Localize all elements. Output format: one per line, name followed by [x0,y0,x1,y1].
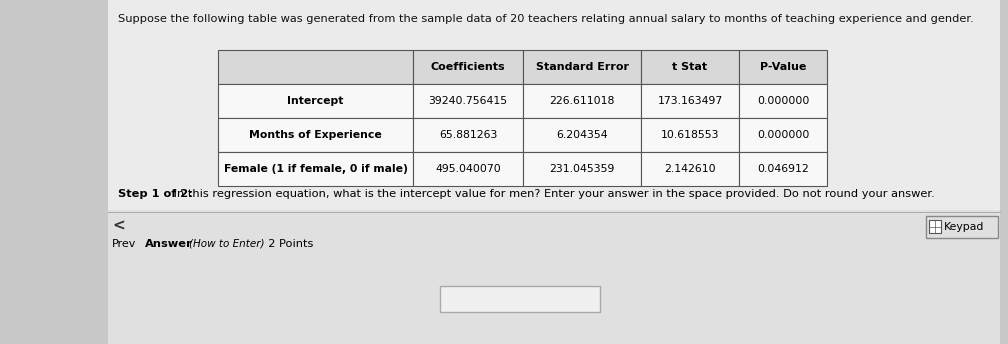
Bar [413,152,523,186]
Bar [739,118,827,152]
Bar [523,50,641,84]
Text: Female (1 if female, 0 if male): Female (1 if female, 0 if male) [224,164,407,174]
Bar [440,286,600,312]
Bar [739,152,827,186]
Bar [641,50,739,84]
Bar [739,84,827,118]
Bar [108,210,1000,344]
Text: Suppose the following table was generated from the sample data of 20 teachers re: Suppose the following table was generate… [118,14,974,24]
Text: 173.163497: 173.163497 [657,96,723,106]
Bar [523,152,641,186]
Bar [413,118,523,152]
Text: Coefficients: Coefficients [430,62,505,72]
Text: P-Value: P-Value [760,62,806,72]
Bar [929,220,941,233]
Bar [413,84,523,118]
Bar [218,84,413,118]
Text: 6.204354: 6.204354 [556,130,608,140]
Text: (How to Enter): (How to Enter) [190,239,264,249]
Text: <: < [112,218,125,234]
Text: 0.000000: 0.000000 [757,130,809,140]
Bar [218,152,413,186]
Text: t Stat: t Stat [672,62,708,72]
Text: Standard Error: Standard Error [535,62,629,72]
Bar [413,50,523,84]
Bar [523,84,641,118]
Text: Months of Experience: Months of Experience [249,130,382,140]
Text: 2.142610: 2.142610 [664,164,716,174]
Bar [523,118,641,152]
Text: In this regression equation, what is the intercept value for men? Enter your ans: In this regression equation, what is the… [170,189,934,199]
Bar [641,84,739,118]
Text: 39240.756415: 39240.756415 [428,96,508,106]
Text: 231.045359: 231.045359 [549,164,615,174]
Bar [218,50,413,84]
Bar [218,118,413,152]
Text: 226.611018: 226.611018 [549,96,615,106]
Bar [108,0,1000,210]
Text: Prev: Prev [112,239,136,249]
Text: 0.046912: 0.046912 [757,164,808,174]
Text: Intercept: Intercept [287,96,344,106]
Text: 495.040070: 495.040070 [435,164,501,174]
Text: 10.618553: 10.618553 [661,130,720,140]
Bar [641,152,739,186]
Text: Step 1 of 2:: Step 1 of 2: [118,189,193,199]
Bar [926,216,998,238]
Text: Answer: Answer [145,239,193,249]
Bar [641,118,739,152]
Text: 2 Points: 2 Points [261,239,313,249]
Text: 65.881263: 65.881263 [438,130,497,140]
Text: Keypad: Keypad [944,222,985,232]
Text: 0.000000: 0.000000 [757,96,809,106]
Bar [739,50,827,84]
